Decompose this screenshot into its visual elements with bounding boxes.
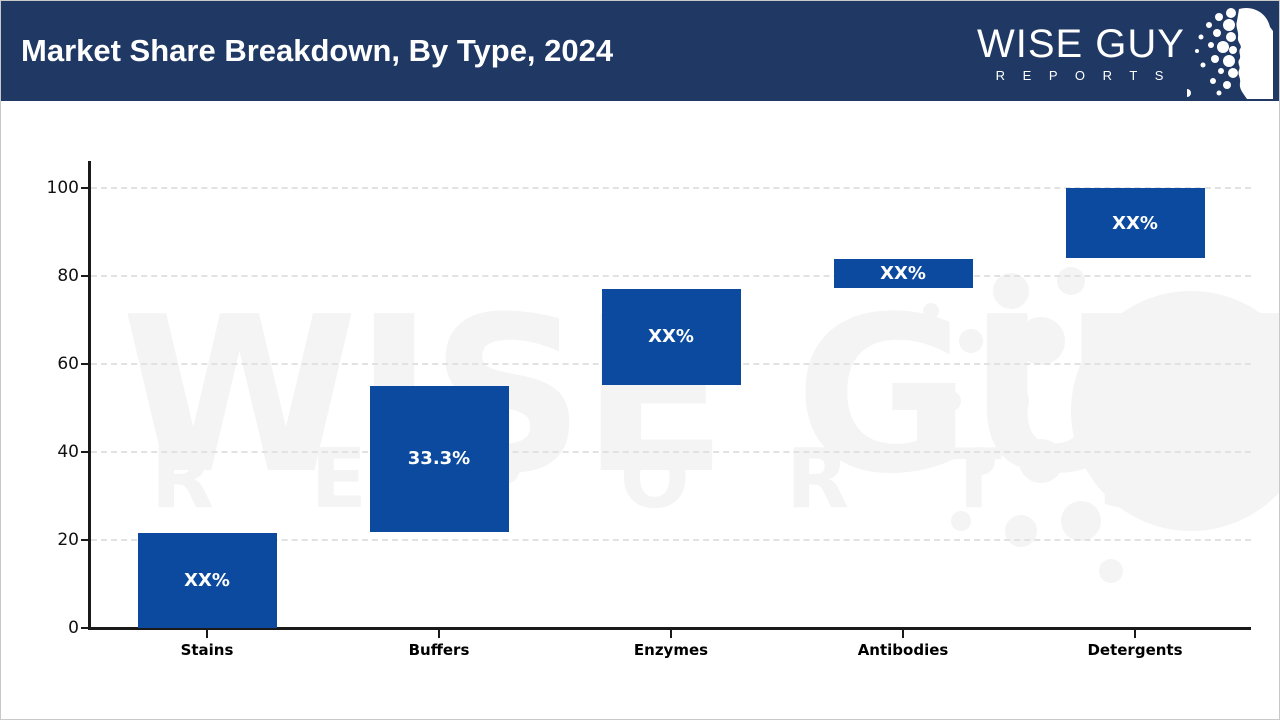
brand-subtitle-text: R E P O R T S (995, 68, 1171, 83)
y-tick-label-0: 0 (68, 618, 79, 638)
bar-value-label: XX% (648, 326, 694, 348)
y-tick-label-80: 80 (57, 266, 79, 286)
y-tick-20 (81, 539, 91, 541)
gridline-40 (91, 451, 1251, 453)
y-tick-label-40: 40 (57, 442, 79, 462)
y-tick-label-60: 60 (57, 354, 79, 374)
x-tick-antibodies (902, 630, 904, 638)
bar-stains: XX% (137, 532, 277, 628)
category-label-detergents: Detergents (1087, 641, 1183, 659)
gridline-20 (91, 539, 1251, 541)
bar-value-label: 33.3% (407, 448, 471, 470)
bar-value-label: XX% (880, 263, 926, 285)
x-tick-enzymes (670, 630, 672, 638)
y-tick-80 (81, 275, 91, 277)
y-tick-label-100: 100 (46, 178, 79, 198)
bar-enzymes: XX% (601, 289, 741, 385)
bar-detergents: XX% (1065, 188, 1205, 259)
header-bar: Market Share Breakdown, By Type, 2024 WI… (1, 1, 1279, 101)
x-tick-buffers (438, 630, 440, 638)
y-tick-0 (81, 627, 91, 629)
y-tick-label-20: 20 (57, 530, 79, 550)
brand-logo: WISE GUY R E P O R T S (977, 1, 1273, 101)
category-label-stains: Stains (180, 641, 234, 659)
bar-value-label: XX% (184, 569, 230, 591)
y-axis-line (88, 161, 91, 630)
bar-value-label: XX% (1112, 212, 1158, 234)
gridline-80 (91, 275, 1251, 277)
brand-face-icon (1187, 8, 1273, 99)
y-tick-100 (81, 187, 91, 189)
page-title: Market Share Breakdown, By Type, 2024 (21, 33, 614, 68)
category-label-enzymes: Enzymes (633, 641, 709, 659)
y-tick-60 (81, 363, 91, 365)
x-tick-detergents (1134, 630, 1136, 638)
brand-name-text: WISE GUY (976, 22, 1185, 66)
x-axis-line (88, 627, 1251, 630)
y-tick-40 (81, 451, 91, 453)
bar-antibodies: XX% (833, 258, 973, 289)
category-label-buffers: Buffers (408, 641, 470, 659)
x-tick-stains (206, 630, 208, 638)
gridline-100 (91, 187, 1251, 189)
category-label-antibodies: Antibodies (857, 641, 949, 659)
brand-wordmark: WISE GUY R E P O R T S (977, 24, 1185, 82)
bar-buffers: 33.3% (369, 385, 509, 533)
